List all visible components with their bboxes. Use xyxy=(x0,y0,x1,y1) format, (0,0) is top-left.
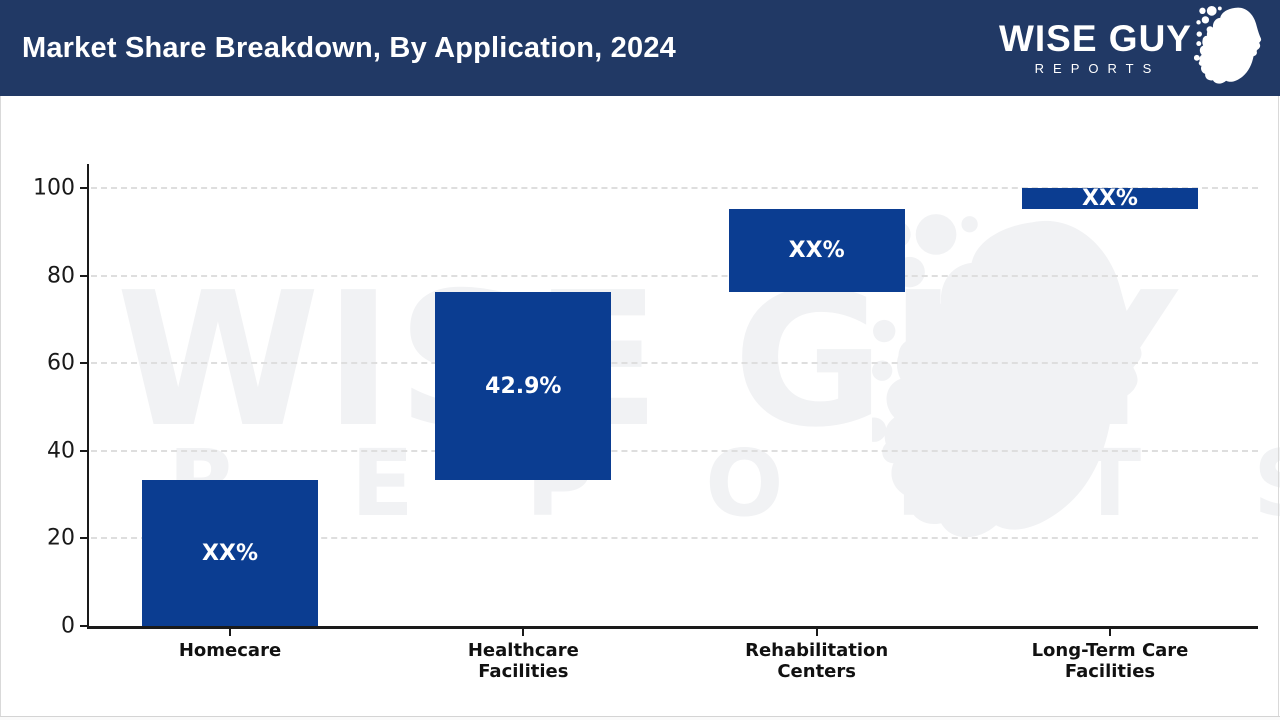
x-category-label: Healthcare Facilities xyxy=(468,640,579,682)
bar-label: XX% xyxy=(1082,188,1138,210)
x-category-label-line: Long-Term Care xyxy=(1031,640,1189,661)
x-category-label-line: Homecare xyxy=(178,640,282,661)
card-border-bottom xyxy=(0,716,1280,717)
x-category-label-line: Healthcare xyxy=(467,640,579,661)
logo-wordmark: WISE GUY xyxy=(998,18,1192,59)
chart-title: Market Share Breakdown, By Application, … xyxy=(22,31,676,64)
x-category-label: Long-Term Care Facilities xyxy=(1032,640,1189,682)
y-tick-mark xyxy=(80,449,88,452)
y-tick-mark xyxy=(80,625,88,627)
header-banner: Market Share Breakdown, By Application, … xyxy=(0,0,1280,96)
x-tick-mark xyxy=(522,628,525,636)
x-tick-mark xyxy=(1108,628,1111,636)
card-border-left xyxy=(0,96,1,717)
logo-subtext: REPORTS xyxy=(1034,61,1161,76)
bar-label: XX% xyxy=(202,540,258,566)
y-tick-label: 60 xyxy=(47,350,75,376)
y-tick-mark xyxy=(80,274,88,277)
x-axis-line xyxy=(87,626,1258,629)
y-tick-label: 0 xyxy=(61,613,75,639)
x-tick-mark xyxy=(815,628,818,636)
y-gridline xyxy=(91,187,1258,189)
y-tick-mark xyxy=(80,537,88,540)
y-tick-mark xyxy=(80,362,88,365)
y-gridline xyxy=(91,449,1258,452)
y-gridline xyxy=(91,274,1258,277)
wiseguy-reports-logo: WISE GUY REPORTS xyxy=(999,4,1272,92)
wiseguy-face-watermark-icon xyxy=(872,214,1142,538)
bar-healthcare-facilities: 42.9% xyxy=(435,292,612,481)
x-tick-mark xyxy=(229,628,231,636)
x-category-label-line: Facilities xyxy=(1064,661,1156,683)
bottom-strip xyxy=(0,717,1280,720)
y-tick-label: 20 xyxy=(47,525,75,551)
bar-label: 42.9% xyxy=(485,373,562,399)
x-category-label: Rehabilitation Centers xyxy=(745,640,888,682)
y-tick-label: 80 xyxy=(47,263,75,289)
bar-label: XX% xyxy=(788,238,845,264)
x-category-label-line: Facilities xyxy=(478,661,569,683)
y-axis-line xyxy=(87,164,89,628)
y-gridline xyxy=(91,537,1258,540)
card-border-right xyxy=(1278,96,1279,717)
y-tick-label: 40 xyxy=(47,438,75,464)
bar-rehabilitation-centers: XX% xyxy=(728,209,905,293)
y-gridline xyxy=(91,362,1258,365)
bar-long-term-care-facilities: XX% xyxy=(1021,188,1198,210)
x-category-label-line: Rehabilitation xyxy=(745,640,889,661)
x-category-label-line: Centers xyxy=(777,661,856,683)
y-tick-mark xyxy=(80,187,88,189)
wiseguy-face-logo-icon xyxy=(1194,5,1262,84)
y-tick-label: 100 xyxy=(33,175,75,201)
bar-homecare: XX% xyxy=(142,480,318,626)
x-category-label: Homecare xyxy=(179,640,281,661)
